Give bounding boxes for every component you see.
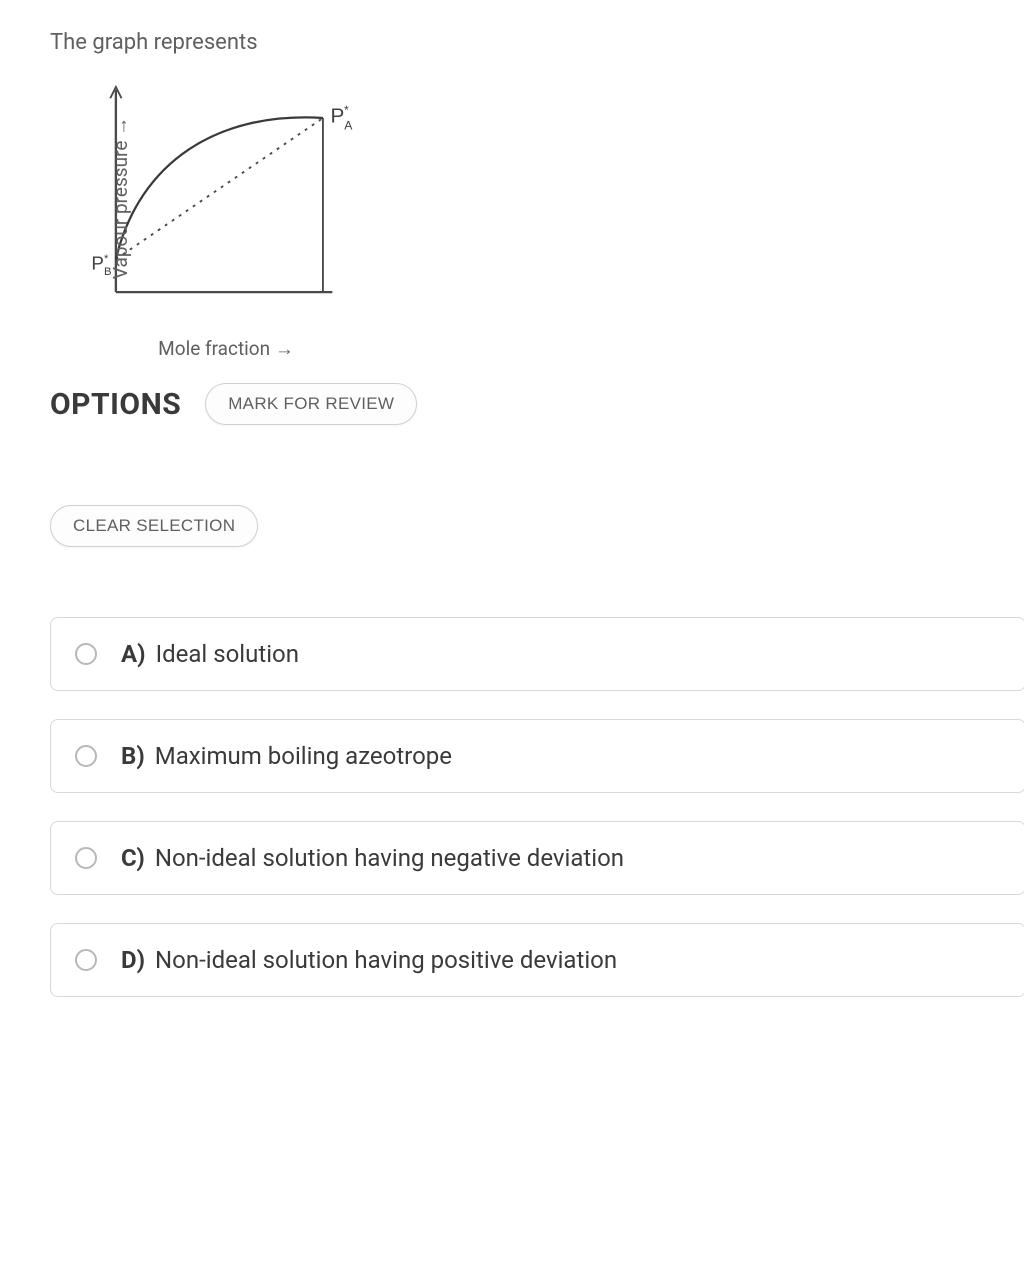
radio-icon — [75, 643, 97, 665]
question-prompt: The graph represents — [50, 30, 1024, 55]
option-text: Non-ideal solution having positive devia… — [155, 946, 617, 974]
option-letter: C) — [121, 844, 145, 872]
options-list: A) Ideal solution B) Maximum boiling aze… — [50, 617, 1024, 997]
clear-selection-button[interactable]: CLEAR SELECTION — [50, 505, 258, 547]
x-axis-label: Mole fraction → — [158, 337, 294, 361]
option-letter: A) — [121, 640, 146, 668]
option-b[interactable]: B) Maximum boiling azeotrope — [50, 719, 1024, 793]
radio-icon — [75, 949, 97, 971]
option-text: Maximum boiling azeotrope — [155, 742, 452, 770]
options-title: OPTIONS — [50, 387, 181, 422]
option-text: Non-ideal solution having negative devia… — [155, 844, 624, 872]
radio-icon — [75, 745, 97, 767]
options-header: OPTIONS MARK FOR REVIEW — [50, 383, 1024, 425]
option-label: C) Non-ideal solution having negative de… — [121, 844, 624, 872]
option-c[interactable]: C) Non-ideal solution having negative de… — [50, 821, 1024, 895]
graph-figure: Vapour pressure → PB* PA* Mole fraction … — [50, 63, 370, 333]
option-d[interactable]: D) Non-ideal solution having positive de… — [50, 923, 1024, 997]
option-letter: D) — [121, 946, 145, 974]
clear-selection-row: CLEAR SELECTION — [50, 505, 1024, 547]
option-label: D) Non-ideal solution having positive de… — [121, 946, 617, 974]
option-text: Ideal solution — [156, 640, 299, 668]
pa-label: PA* — [330, 103, 353, 132]
vapour-pressure-chart: PB* PA* — [50, 63, 370, 333]
option-label: A) Ideal solution — [121, 640, 299, 668]
mark-for-review-button[interactable]: MARK FOR REVIEW — [205, 383, 417, 425]
option-letter: B) — [121, 742, 145, 770]
radio-icon — [75, 847, 97, 869]
option-a[interactable]: A) Ideal solution — [50, 617, 1024, 691]
y-axis-label: Vapour pressure → — [109, 117, 133, 279]
option-label: B) Maximum boiling azeotrope — [121, 742, 452, 770]
